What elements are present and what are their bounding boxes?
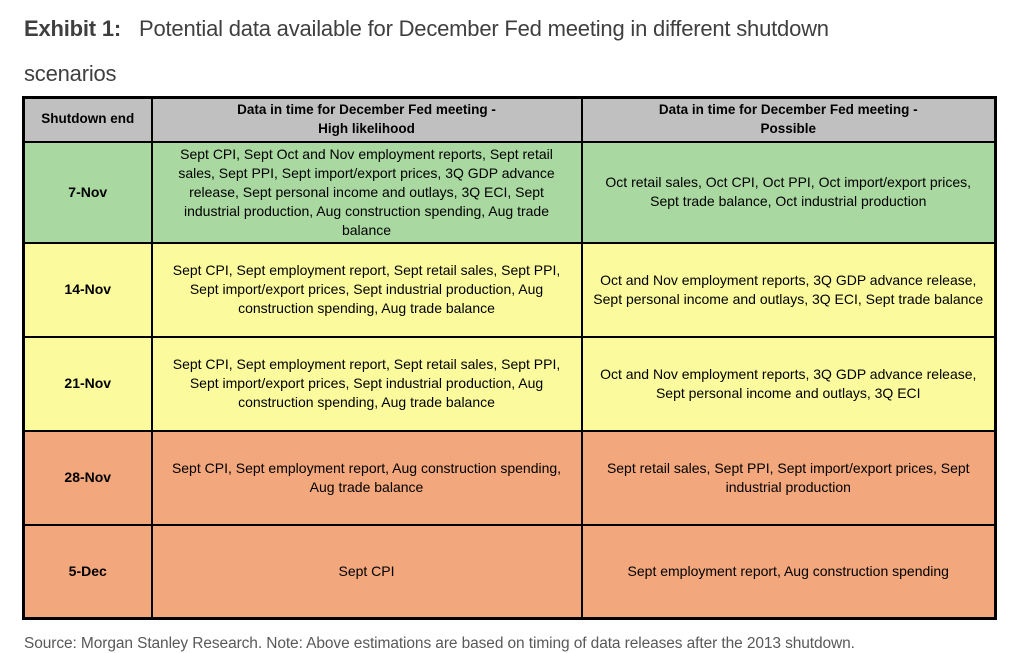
row-date: 7-Nov	[22, 140, 153, 244]
row-possible-cell: Oct and Nov employment reports, 3Q GDP a…	[580, 241, 997, 338]
row-high-likelihood-cell: Sept CPI, Sept employment report, Sept r…	[150, 335, 583, 432]
column-header-shutdown-end: Shutdown end	[22, 96, 153, 143]
row-possible-cell: Oct and Nov employment reports, 3Q GDP a…	[580, 335, 997, 432]
table-row: 21-Nov Sept CPI, Sept employment report,…	[22, 335, 997, 432]
table-row: 14-Nov Sept CPI, Sept employment report,…	[22, 241, 997, 338]
table-row: 7-Nov Sept CPI, Sept Oct and Nov employm…	[22, 140, 997, 244]
exhibit-label: Exhibit 1:	[24, 16, 122, 41]
row-date: 14-Nov	[22, 241, 153, 338]
row-high-likelihood-cell: Sept CPI	[150, 523, 583, 620]
row-high-likelihood-cell: Sept CPI, Sept employment report, Sept r…	[150, 241, 583, 338]
table-row: 28-Nov Sept CPI, Sept employment report,…	[22, 429, 997, 526]
column-header-high-likelihood: Data in time for December Fed meeting - …	[150, 96, 583, 143]
table-header-row: Shutdown end Data in time for December F…	[22, 96, 997, 143]
column-header-possible: Data in time for December Fed meeting - …	[580, 96, 997, 143]
row-possible-cell: Sept employment report, Aug construction…	[580, 523, 997, 620]
exhibit-title: Exhibit 1: Potential data available for D…	[24, 6, 904, 96]
row-high-likelihood-cell: Sept CPI, Sept Oct and Nov employment re…	[150, 140, 583, 244]
source-note: Source: Morgan Stanley Research. Note: A…	[24, 635, 855, 653]
exhibit-page: Exhibit 1: Potential data available for D…	[0, 6, 1014, 653]
table-row: 5-Dec Sept CPI Sept employment report, A…	[22, 523, 997, 620]
row-possible-cell: Sept retail sales, Sept PPI, Sept import…	[580, 429, 997, 526]
row-date: 21-Nov	[22, 335, 153, 432]
row-high-likelihood-cell: Sept CPI, Sept employment report, Aug co…	[150, 429, 583, 526]
exhibit-title-text: Potential data available for December Fe…	[24, 16, 829, 86]
row-possible-cell: Oct retail sales, Oct CPI, Oct PPI, Oct …	[580, 140, 997, 244]
shutdown-scenarios-table: Shutdown end Data in time for December F…	[22, 96, 997, 621]
row-date: 28-Nov	[22, 429, 153, 526]
row-date: 5-Dec	[22, 523, 153, 620]
